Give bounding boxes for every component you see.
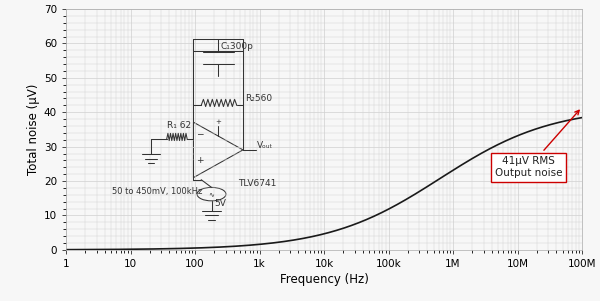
Text: 41μV RMS
Output noise: 41μV RMS Output noise <box>495 110 579 178</box>
Text: Vₒᵤₜ: Vₒᵤₜ <box>257 141 273 150</box>
Text: +: + <box>196 156 203 165</box>
Text: −: − <box>196 129 203 138</box>
Text: C₁300p: C₁300p <box>221 42 254 51</box>
Text: 50 to 450mV, 100kHz: 50 to 450mV, 100kHz <box>112 187 203 196</box>
Y-axis label: Total noise (μV): Total noise (μV) <box>26 84 40 175</box>
Text: 5V: 5V <box>214 199 226 208</box>
Text: R₂560: R₂560 <box>245 94 272 103</box>
Text: R₁ 62: R₁ 62 <box>167 121 191 130</box>
Text: TLV6741: TLV6741 <box>238 179 276 188</box>
X-axis label: Frequency (Hz): Frequency (Hz) <box>280 273 368 286</box>
Text: +: + <box>215 119 221 125</box>
Text: ∿: ∿ <box>209 191 214 197</box>
